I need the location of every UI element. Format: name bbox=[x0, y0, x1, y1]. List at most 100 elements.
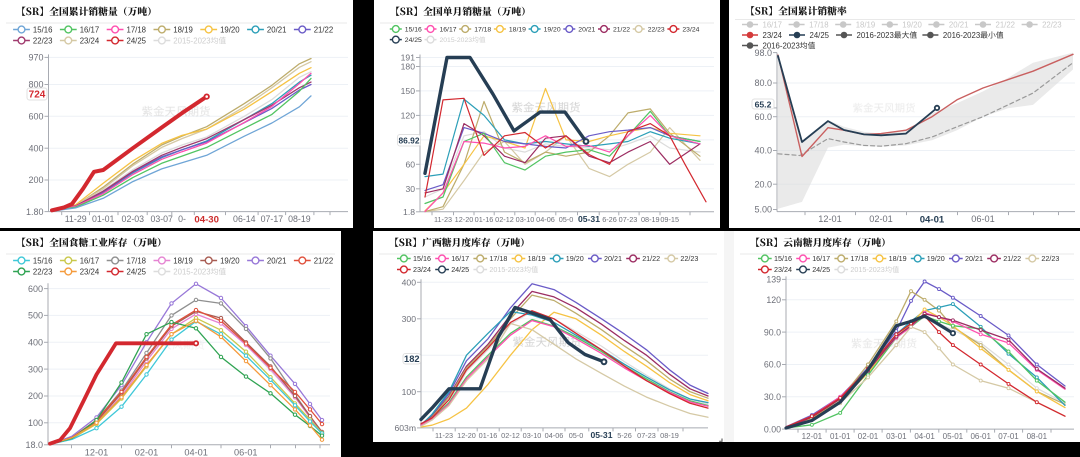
svg-text:24/25: 24/25 bbox=[405, 37, 422, 44]
svg-text:07-23: 07-23 bbox=[637, 430, 656, 439]
svg-text:22/23: 22/23 bbox=[33, 36, 53, 45]
svg-text:21/22: 21/22 bbox=[314, 25, 334, 34]
svg-text:60.0: 60.0 bbox=[764, 359, 781, 369]
svg-text:23/24: 23/24 bbox=[774, 265, 792, 274]
svg-text:11-23: 11-23 bbox=[435, 430, 453, 439]
svg-text:04-01: 04-01 bbox=[914, 432, 935, 441]
svg-text:12-01: 12-01 bbox=[802, 432, 823, 441]
svg-text:1.8: 1.8 bbox=[403, 207, 415, 217]
svg-text:120: 120 bbox=[401, 111, 416, 121]
svg-text:22/23: 22/23 bbox=[1042, 20, 1062, 29]
svg-text:05-31: 05-31 bbox=[578, 214, 600, 224]
svg-text:12-20: 12-20 bbox=[457, 430, 476, 439]
svg-text:24/25: 24/25 bbox=[810, 31, 830, 40]
svg-text:23/24: 23/24 bbox=[80, 267, 100, 276]
svg-text:07-17: 07-17 bbox=[261, 214, 284, 224]
svg-text:18/19: 18/19 bbox=[173, 256, 193, 265]
svg-text:800: 800 bbox=[28, 80, 43, 90]
svg-text:22/23: 22/23 bbox=[1041, 254, 1059, 263]
svg-text:11-29: 11-29 bbox=[65, 214, 87, 224]
svg-text:24/25: 24/25 bbox=[127, 36, 147, 45]
svg-text:20/21: 20/21 bbox=[267, 256, 287, 265]
svg-text:02-01: 02-01 bbox=[869, 214, 893, 224]
svg-text:17/18: 17/18 bbox=[127, 256, 147, 265]
svg-text:19/20: 19/20 bbox=[566, 254, 584, 263]
svg-text:21/22: 21/22 bbox=[642, 254, 660, 263]
svg-text:20/21: 20/21 bbox=[578, 26, 595, 33]
svg-text:300: 300 bbox=[402, 314, 417, 324]
svg-text:80.0: 80.0 bbox=[754, 78, 772, 88]
svg-text:08-01: 08-01 bbox=[1027, 432, 1048, 441]
svg-text:23/24: 23/24 bbox=[80, 36, 100, 45]
svg-text:1.80: 1.80 bbox=[26, 207, 44, 217]
svg-text:200: 200 bbox=[28, 391, 43, 401]
svg-text:300: 300 bbox=[28, 364, 43, 374]
svg-text:5.00: 5.00 bbox=[754, 205, 772, 215]
svg-text:04-01: 04-01 bbox=[920, 214, 945, 225]
svg-text:100: 100 bbox=[28, 418, 43, 428]
svg-text:19/20: 19/20 bbox=[544, 26, 561, 33]
svg-text:19/20: 19/20 bbox=[927, 254, 945, 263]
svg-text:20.0: 20.0 bbox=[754, 179, 772, 189]
svg-text:400: 400 bbox=[28, 337, 43, 347]
svg-text:23/24: 23/24 bbox=[763, 31, 783, 40]
svg-text:21/22: 21/22 bbox=[996, 20, 1016, 29]
svg-text:30: 30 bbox=[405, 184, 415, 194]
svg-text:60.0: 60.0 bbox=[754, 112, 772, 122]
svg-text:03-10: 03-10 bbox=[523, 430, 542, 439]
svg-text:05-01: 05-01 bbox=[943, 432, 964, 441]
svg-text:03-01: 03-01 bbox=[886, 432, 907, 441]
svg-text:24/25: 24/25 bbox=[451, 265, 469, 274]
svg-text:120: 120 bbox=[766, 295, 781, 305]
svg-text:01-01: 01-01 bbox=[830, 432, 851, 441]
svg-text:24/25: 24/25 bbox=[812, 265, 830, 274]
svg-text:01-01: 01-01 bbox=[92, 214, 115, 224]
svg-text:07-01: 07-01 bbox=[998, 432, 1019, 441]
svg-text:20/21: 20/21 bbox=[267, 25, 287, 34]
svg-text:21/22: 21/22 bbox=[613, 26, 630, 33]
svg-text:05-0: 05-0 bbox=[559, 215, 574, 224]
svg-text:18/19: 18/19 bbox=[509, 26, 526, 33]
svg-text:17/18: 17/18 bbox=[850, 254, 868, 263]
svg-text:06-01: 06-01 bbox=[971, 214, 995, 224]
svg-text:19/20: 19/20 bbox=[220, 256, 240, 265]
svg-text:16/17: 16/17 bbox=[451, 254, 469, 263]
svg-text:16/17: 16/17 bbox=[80, 25, 100, 34]
svg-text:65.2: 65.2 bbox=[755, 99, 772, 109]
svg-text:16/17: 16/17 bbox=[80, 256, 100, 265]
svg-text:01-16: 01-16 bbox=[475, 215, 494, 224]
svg-text:60: 60 bbox=[405, 160, 415, 170]
svg-text:15/16: 15/16 bbox=[413, 254, 431, 263]
svg-text:17/18: 17/18 bbox=[809, 20, 829, 29]
svg-text:180: 180 bbox=[401, 62, 416, 72]
svg-text:90.0: 90.0 bbox=[764, 327, 781, 337]
svg-text:21/22: 21/22 bbox=[1003, 254, 1021, 263]
svg-text:04-06: 04-06 bbox=[536, 215, 555, 224]
svg-text:02-12: 02-12 bbox=[501, 430, 520, 439]
svg-text:400: 400 bbox=[402, 277, 417, 287]
svg-text:150: 150 bbox=[401, 86, 416, 96]
svg-text:2016-2023: 2016-2023 bbox=[763, 41, 800, 50]
svg-text:19/20: 19/20 bbox=[902, 20, 922, 29]
svg-text:11-23: 11-23 bbox=[434, 215, 452, 224]
svg-text:06-14: 06-14 bbox=[233, 214, 256, 224]
svg-text:05-0: 05-0 bbox=[569, 430, 584, 439]
svg-text:18/19: 18/19 bbox=[856, 20, 876, 29]
svg-text:400: 400 bbox=[28, 143, 43, 153]
svg-text:40.0: 40.0 bbox=[754, 146, 772, 156]
svg-text:24/25: 24/25 bbox=[127, 267, 147, 276]
svg-text:2015-2023: 2015-2023 bbox=[489, 265, 523, 274]
svg-text:98.0: 98.0 bbox=[754, 48, 772, 58]
svg-text:22/23: 22/23 bbox=[648, 26, 665, 33]
svg-text:03-07: 03-07 bbox=[150, 214, 173, 224]
svg-text:09-15: 09-15 bbox=[660, 215, 679, 224]
svg-text:03-10: 03-10 bbox=[516, 215, 535, 224]
svg-text:200: 200 bbox=[28, 175, 43, 185]
svg-text:12-01: 12-01 bbox=[85, 447, 109, 457]
svg-text:02-01: 02-01 bbox=[858, 432, 879, 441]
svg-text:04-06: 04-06 bbox=[545, 430, 564, 439]
svg-text:182: 182 bbox=[404, 354, 420, 364]
svg-text:19/20: 19/20 bbox=[220, 25, 240, 34]
svg-text:970: 970 bbox=[28, 53, 43, 63]
svg-text:04-01: 04-01 bbox=[184, 447, 208, 457]
